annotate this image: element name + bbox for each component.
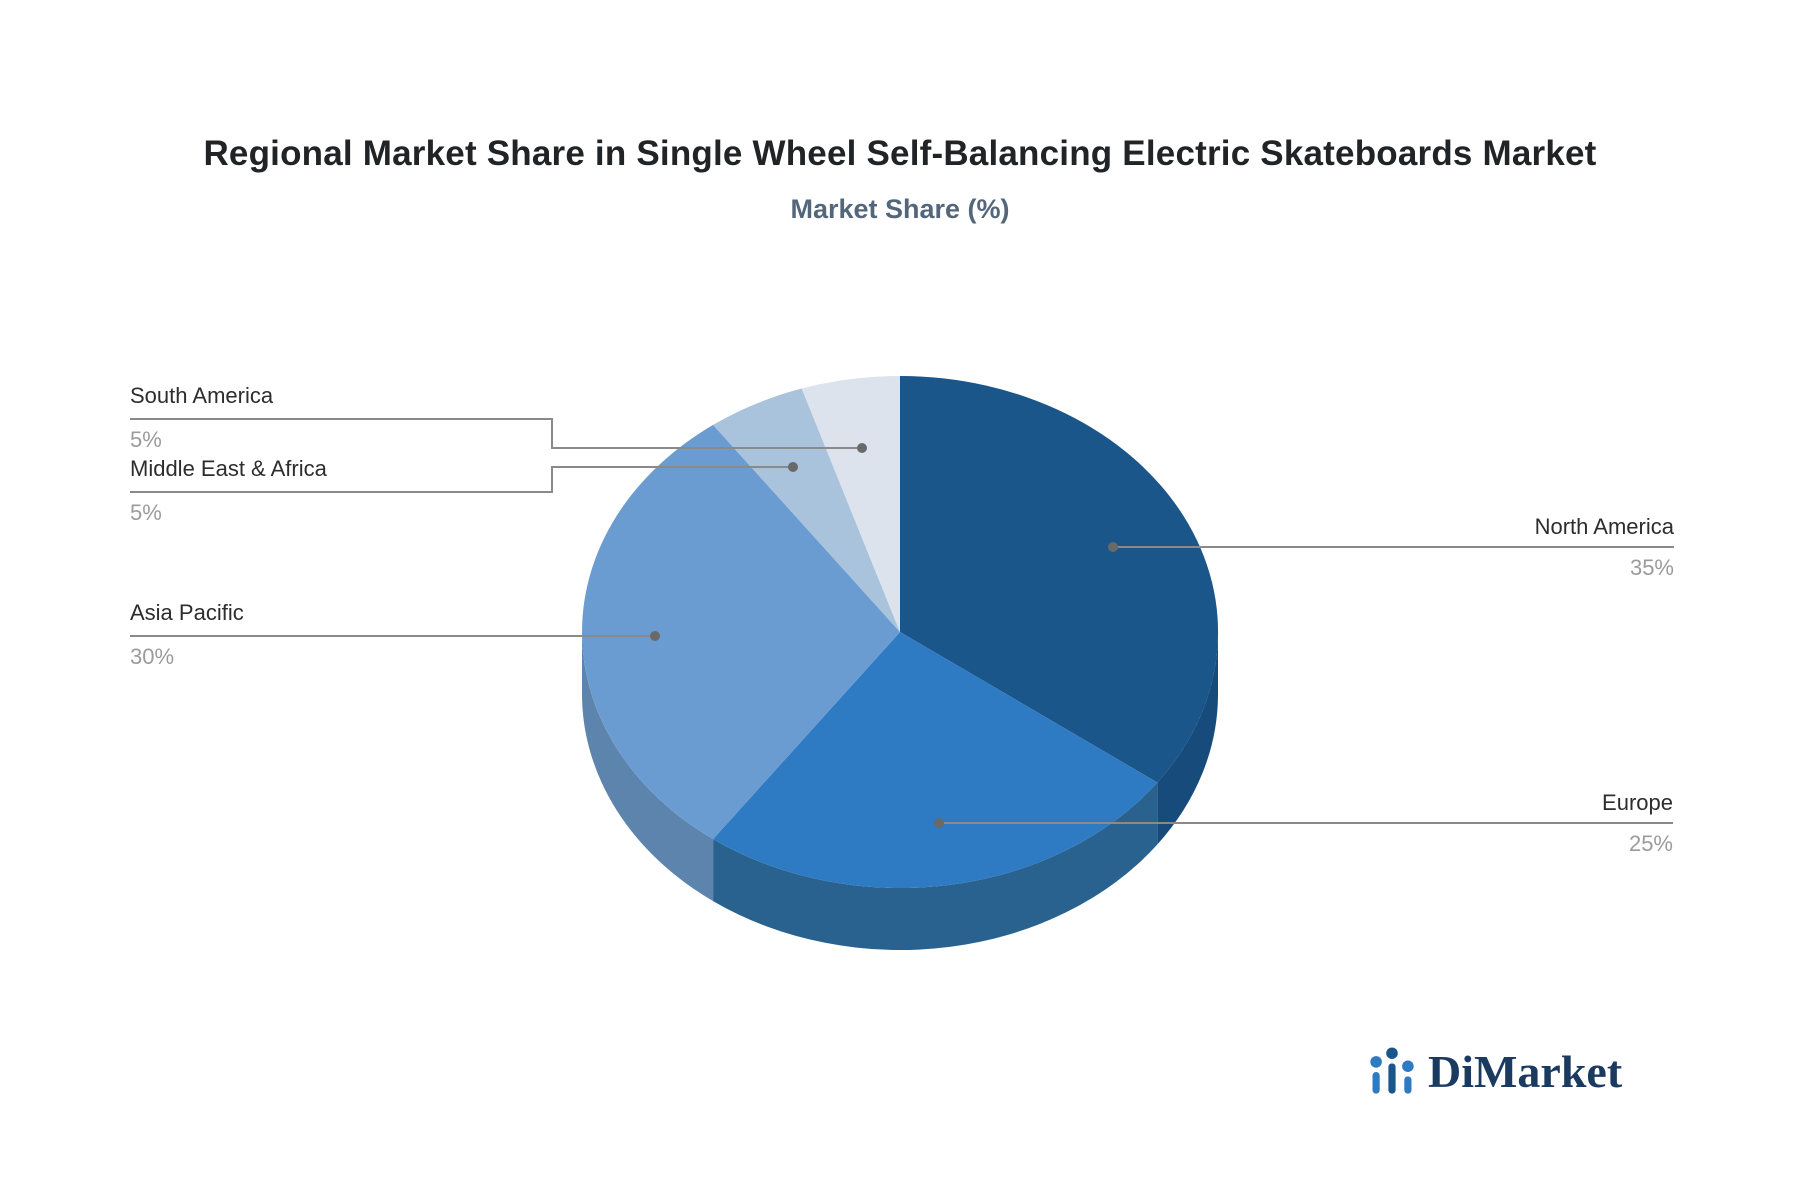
callout-value-north-america: 35% <box>1629 555 1674 580</box>
callout-value-europe: 25% <box>1628 831 1673 856</box>
callout-label-south-america: South America <box>130 383 274 408</box>
chart-subtitle: Market Share (%) <box>790 194 1010 224</box>
pie-slices-group <box>582 375 1219 951</box>
dimarket-logo-icon <box>1370 1047 1414 1094</box>
callout-value-middle-east-africa: 5% <box>130 500 162 525</box>
callout-value-south-america: 5% <box>130 427 162 452</box>
pie-slice-north-america[interactable] <box>900 376 1219 783</box>
callout-dot-middle-east-africa <box>788 462 798 472</box>
callout-label-middle-east-africa: Middle East & Africa <box>130 456 327 481</box>
dimarket-logo: DiMarket <box>1366 1046 1622 1098</box>
callout-label-europe: Europe <box>1602 790 1673 815</box>
pie-slice-south-america[interactable] <box>801 375 900 632</box>
callout-label-asia-pacific: Asia Pacific <box>130 600 244 625</box>
callout-line-south-america <box>130 418 862 449</box>
callout-dot-south-america <box>857 443 867 453</box>
callout-label-north-america: North America <box>1534 514 1674 539</box>
pie-slice-europe[interactable] <box>713 632 1158 889</box>
pie-slice-middle-east-africa[interactable] <box>713 388 900 633</box>
pie-slice-asia-pacific[interactable] <box>582 424 900 840</box>
callout-value-asia-pacific: 30% <box>130 644 175 669</box>
callout-lines-group <box>130 418 1674 828</box>
chart-title: Regional Market Share in Single Wheel Se… <box>203 134 1597 173</box>
pie-slice-side-north-america <box>1157 632 1218 845</box>
callout-dot-north-america <box>1108 542 1118 552</box>
callout-line-middle-east-africa <box>130 466 793 493</box>
callout-dot-europe <box>934 818 944 828</box>
dimarket-logo-text: DiMarket <box>1428 1046 1623 1097</box>
pie-slice-side-europe <box>713 782 1158 951</box>
callout-dot-asia-pacific <box>650 631 660 641</box>
pie-slice-side-asia-pacific <box>582 632 714 902</box>
